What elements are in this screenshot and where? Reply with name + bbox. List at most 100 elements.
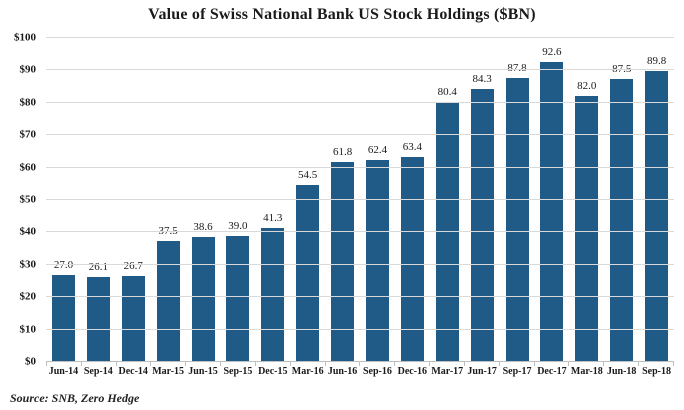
x-tick-label: Dec-17 — [537, 366, 567, 377]
bar — [645, 71, 669, 362]
x-tick-label: Jun-18 — [606, 366, 637, 377]
bar — [365, 159, 389, 362]
x-tick-label: Jun-16 — [327, 366, 358, 377]
x-tick-mark — [151, 362, 187, 366]
bar — [505, 77, 529, 362]
x-tick-label: Sep-16 — [363, 366, 392, 377]
x-tick-mark — [291, 362, 326, 366]
x-tick-mark — [117, 362, 152, 366]
y-tick-label: $90 — [19, 63, 37, 76]
x-tick-label: Mar-16 — [291, 366, 324, 377]
x-tick-label: Sep-17 — [502, 366, 532, 377]
bar-value-label: 63.4 — [402, 140, 422, 153]
source-note: Source: SNB, Zero Hedge — [10, 391, 140, 405]
gridline — [46, 37, 674, 38]
x-tick-mark — [82, 362, 117, 366]
y-tick-label: $70 — [19, 128, 37, 141]
bar-value-label: 38.6 — [193, 220, 213, 233]
x-tick-mark — [569, 362, 605, 366]
x-tick-label: Mar-18 — [570, 366, 603, 377]
bar-value-label: 39.0 — [228, 219, 248, 232]
bar-value-label: 41.3 — [263, 212, 283, 225]
x-tick-label: Sep-14 — [83, 366, 113, 377]
bar-value-label: 54.5 — [298, 169, 318, 182]
bar — [470, 88, 494, 362]
bar — [226, 235, 250, 362]
bar-value-label: 62.4 — [367, 143, 388, 156]
x-tick-label: Dec-16 — [397, 366, 428, 377]
x-tick-label: Dec-14 — [118, 366, 148, 377]
bar-value-label: 89.8 — [646, 55, 667, 68]
x-tick-mark — [395, 362, 431, 366]
y-tick-label: $10 — [19, 323, 37, 336]
bar — [86, 277, 110, 362]
x-tick-label: Sep-18 — [642, 366, 672, 377]
plot-area: 27.0 26.1 26.7 37.5 38.6 39.0 41.3 54.5 61.8 62.4… — [46, 37, 674, 362]
x-tick-label: Mar-17 — [431, 366, 464, 377]
x-tick-mark — [604, 362, 640, 366]
gridline — [46, 361, 674, 362]
gridline — [46, 101, 674, 103]
x-tick-mark — [256, 362, 291, 366]
bar — [121, 275, 145, 362]
gridline — [46, 69, 674, 71]
bar-slot: 62.4 — [360, 38, 395, 362]
gridline — [46, 231, 674, 233]
gridline — [46, 328, 674, 330]
y-tick-label: $30 — [19, 258, 37, 271]
bar-slot: 63.4 — [395, 38, 430, 362]
bar-slot: 82.0 — [569, 38, 604, 362]
bars-container: 27.0 26.1 26.7 37.5 38.6 39.0 41.3 54.5 61.8 62.4… — [46, 38, 674, 362]
bar-slot: 41.3 — [255, 38, 290, 362]
x-tick-mark — [326, 362, 361, 366]
x-tick-mark — [46, 362, 82, 366]
bar-slot: 87.8 — [500, 38, 535, 362]
bar — [191, 236, 215, 362]
x-tick-mark — [430, 362, 465, 366]
gridline — [46, 296, 674, 298]
bar-value-label: 87.5 — [612, 63, 631, 75]
y-tick-label: $60 — [19, 161, 37, 174]
x-tick-label: Jun-15 — [188, 366, 218, 377]
gridline — [46, 134, 674, 136]
bar — [296, 185, 320, 362]
y-tick-label: $80 — [19, 96, 37, 109]
y-tick-label: $0 — [25, 355, 36, 368]
x-tick-label: Dec-15 — [258, 366, 288, 377]
x-tick-label: Jun-17 — [467, 366, 497, 377]
bar-value-label: 92.6 — [542, 45, 562, 58]
y-tick-label: $40 — [19, 225, 37, 238]
bar-slot: 80.4 — [430, 38, 465, 362]
bar-slot: 26.7 — [116, 38, 151, 362]
bar-value-label: 26.7 — [123, 259, 143, 272]
y-tick-label: $20 — [19, 290, 37, 303]
bar-slot: 54.5 — [290, 38, 325, 362]
x-tick-mark — [639, 362, 674, 366]
gridline — [46, 199, 674, 200]
x-axis-ticks — [46, 362, 674, 366]
x-tick-mark — [186, 362, 222, 366]
bar-slot: 87.5 — [604, 38, 639, 362]
bar-value-label: 27.0 — [54, 259, 73, 271]
bar-slot: 84.3 — [465, 38, 500, 362]
bar-value-label: 61.8 — [332, 145, 353, 158]
bar-value-label: 80.4 — [437, 85, 457, 98]
gridline — [46, 263, 674, 265]
bar-slot: 38.6 — [186, 38, 221, 362]
chart-title: Value of Swiss National Bank US Stock Ho… — [148, 6, 536, 23]
bar — [261, 228, 285, 362]
bar-slot: 61.8 — [325, 38, 360, 362]
bar-slot: 37.5 — [151, 38, 186, 362]
bar-slot: 92.6 — [534, 38, 569, 362]
y-tick-label: $50 — [19, 193, 37, 206]
bar-slot: 89.8 — [639, 38, 674, 362]
x-axis-labels: Jun-14 Sep-14 Dec-14 Mar-15 Jun-15 Sep-15 Dec-… — [46, 366, 674, 381]
y-axis: $0 $10 $20 $30 $40 $50 $60 $70 $80 $90 $100 — [0, 32, 42, 367]
bar — [331, 161, 355, 362]
bar-value-label: 87.8 — [507, 61, 527, 74]
x-tick-mark — [535, 362, 570, 366]
bar — [51, 274, 75, 362]
bar-slot: 39.0 — [220, 38, 255, 362]
bar-value-label: 84.3 — [472, 72, 492, 85]
